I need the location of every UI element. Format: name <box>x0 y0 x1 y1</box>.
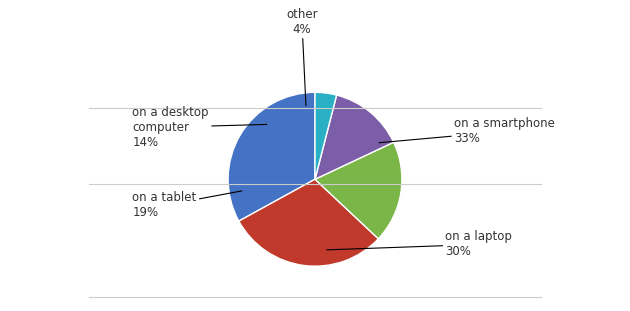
Wedge shape <box>315 142 402 239</box>
Text: on a laptop
30%: on a laptop 30% <box>327 230 512 258</box>
Text: other
4%: other 4% <box>286 8 318 106</box>
Wedge shape <box>239 179 379 266</box>
Text: on a tablet
19%: on a tablet 19% <box>132 191 242 219</box>
Wedge shape <box>315 92 336 179</box>
Wedge shape <box>315 95 394 179</box>
Wedge shape <box>228 92 315 221</box>
Text: on a smartphone
33%: on a smartphone 33% <box>379 118 555 146</box>
Text: on a desktop
computer
14%: on a desktop computer 14% <box>132 106 266 149</box>
